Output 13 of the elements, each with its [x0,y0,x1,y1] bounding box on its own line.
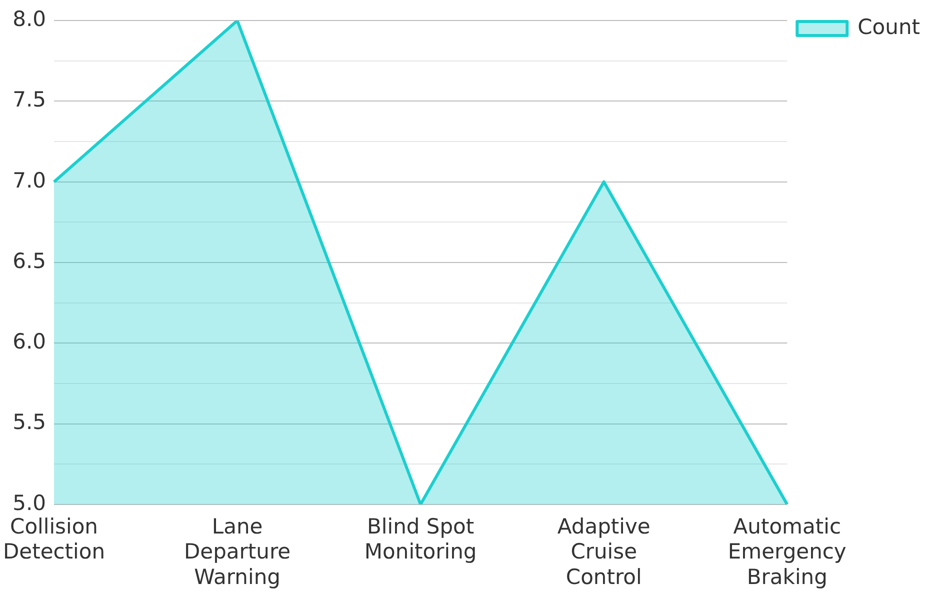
y-tick-label: 6.0 [12,330,46,354]
y-tick-label: 8.0 [12,7,46,32]
y-tick-label: 6.5 [12,248,46,273]
x-tick-label: Lane Departure Warning [184,514,291,589]
x-tick-label: Automatic Emergency Braking [728,514,846,589]
legend-label: Count [858,14,920,39]
x-tick-label: Blind Spot Monitoring [364,514,477,564]
y-tick-label: 5.5 [12,410,46,434]
x-tick-label: Collision Detection [2,514,106,564]
y-tick-label: 7.5 [12,88,46,112]
y-tick-label: 7.0 [12,168,46,192]
x-tick-label: Adaptive Cruise Control [557,514,650,589]
y-tick-label: 5.0 [12,490,46,515]
